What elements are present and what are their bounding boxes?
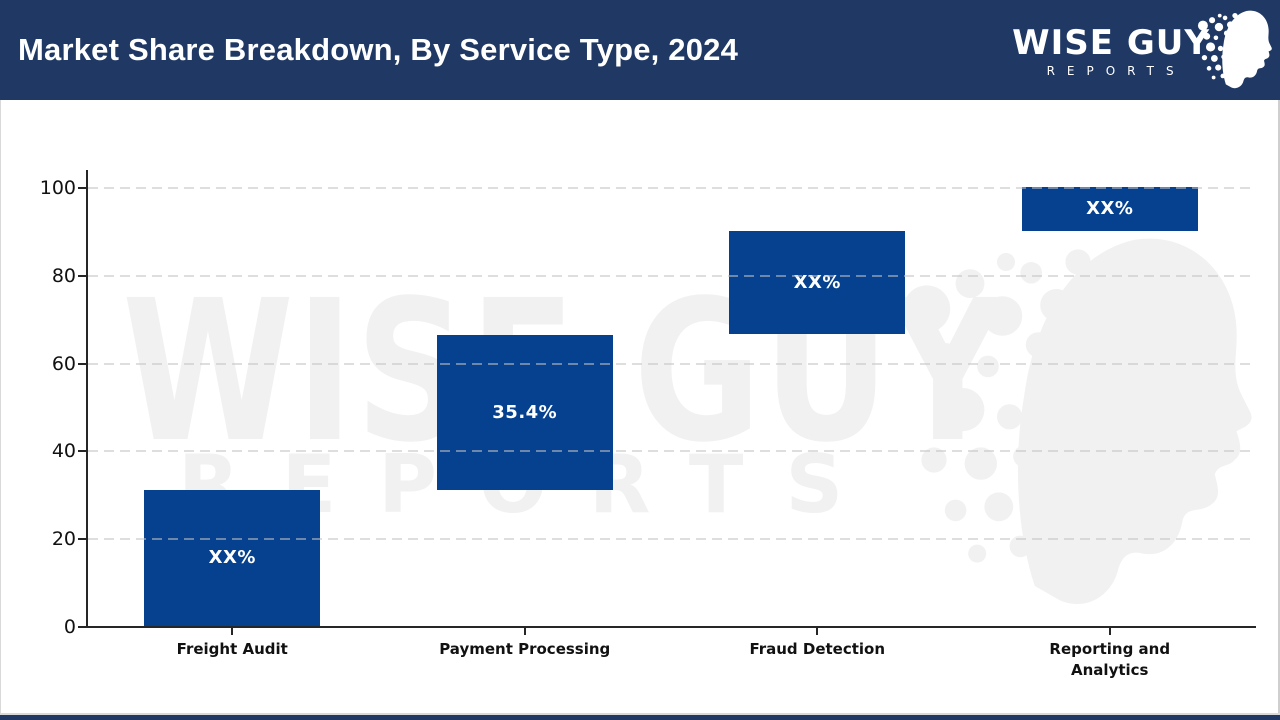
chart-plot: 0 20 40 60 80 100 XX% Freight Audit 35.4% Payment… bbox=[0, 100, 1280, 713]
y-tick bbox=[78, 538, 86, 541]
y-tick bbox=[78, 274, 86, 277]
y-tick bbox=[78, 187, 86, 189]
y-tick-label: 80 bbox=[51, 264, 76, 287]
x-tick bbox=[231, 628, 234, 635]
gridline bbox=[88, 538, 1256, 541]
logo-wise-guy-label: WISE GUY bbox=[1012, 22, 1210, 63]
header-bar: Market Share Breakdown, By Service Type,… bbox=[0, 0, 1280, 100]
x-tick bbox=[816, 628, 819, 635]
x-axis-line bbox=[86, 626, 1256, 628]
y-tick bbox=[78, 626, 86, 628]
wise-guy-reports-logo: WISE GUY REPORTS bbox=[1012, 8, 1274, 92]
x-category-label: Reporting and Analytics bbox=[1049, 640, 1171, 680]
y-tick-label: 0 bbox=[63, 616, 76, 638]
page-title: Market Share Breakdown, By Service Type,… bbox=[18, 32, 739, 67]
bar: 35.4% bbox=[436, 334, 613, 490]
logo-text: WISE GUY REPORTS bbox=[1012, 23, 1210, 78]
gridline bbox=[88, 450, 1256, 453]
x-tick bbox=[523, 628, 526, 635]
logo-reports-label: REPORTS bbox=[1046, 63, 1186, 78]
y-tick-label: 20 bbox=[51, 528, 76, 551]
x-tick bbox=[1108, 628, 1111, 635]
bar-value-label: XX% bbox=[208, 547, 256, 569]
bar-value-label: 35.4% bbox=[492, 401, 558, 423]
bar-value-label: XX% bbox=[1086, 198, 1134, 220]
y-tick bbox=[78, 450, 86, 453]
bar: XX% bbox=[1021, 187, 1198, 231]
bar: XX% bbox=[729, 230, 906, 335]
bar: XX% bbox=[144, 489, 321, 626]
gridline bbox=[88, 187, 1256, 189]
x-category-label: Fraud Detection bbox=[749, 640, 886, 658]
y-tick-label: 40 bbox=[51, 440, 76, 463]
footer-bar bbox=[0, 715, 1280, 720]
gridline bbox=[88, 362, 1256, 365]
x-category-label: Payment Processing bbox=[439, 640, 611, 658]
y-tick-label: 60 bbox=[51, 352, 76, 375]
y-tick-label: 100 bbox=[39, 177, 76, 199]
y-tick bbox=[78, 362, 86, 365]
bar-value-label: XX% bbox=[793, 272, 841, 294]
y-axis-line bbox=[86, 170, 88, 626]
gridline bbox=[88, 274, 1256, 277]
x-category-label: Freight Audit bbox=[176, 640, 288, 658]
footer-divider bbox=[0, 713, 1280, 715]
wiseguy-head-icon bbox=[1196, 8, 1274, 92]
